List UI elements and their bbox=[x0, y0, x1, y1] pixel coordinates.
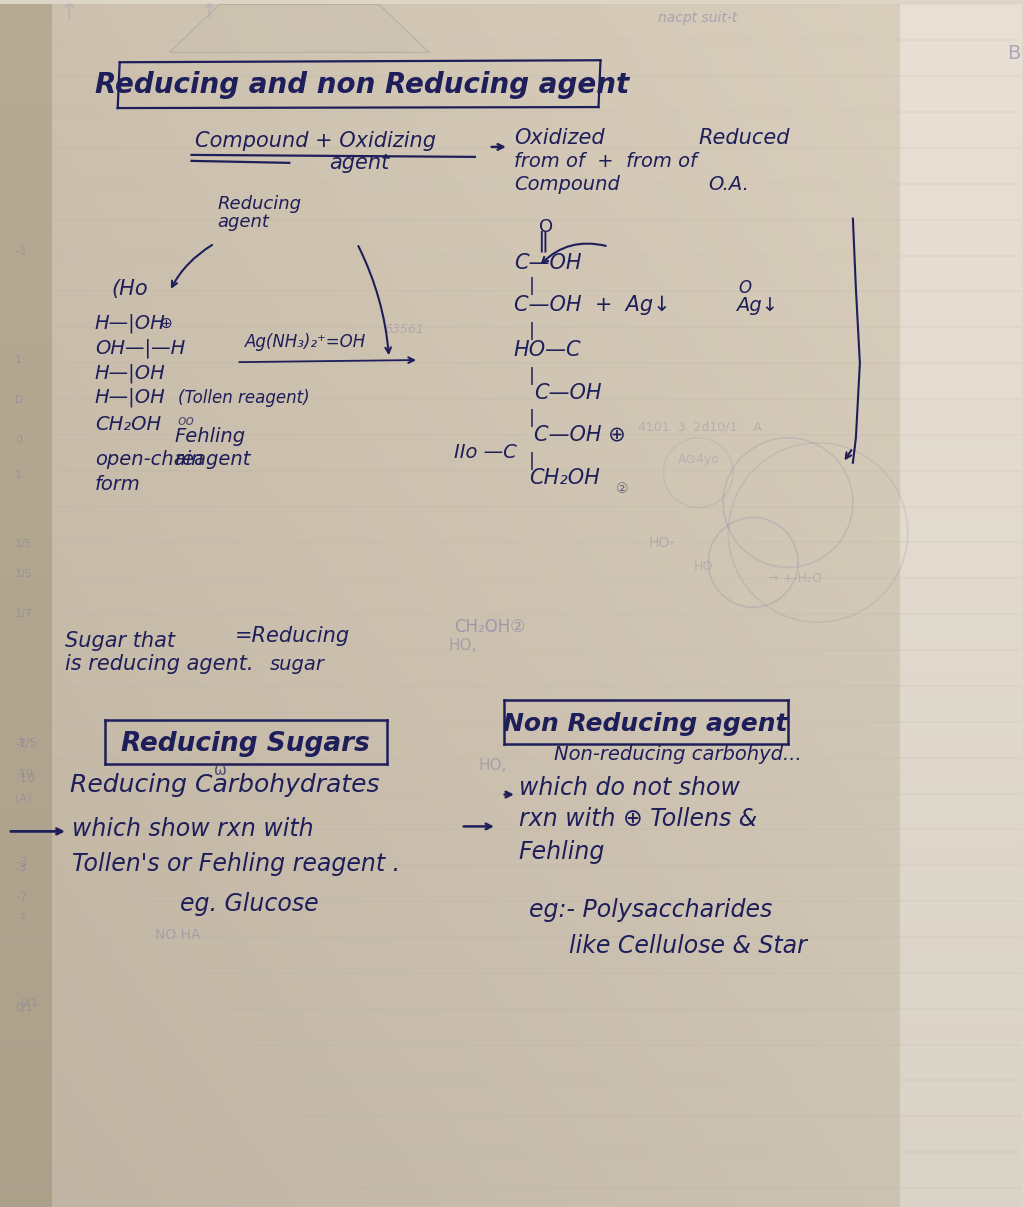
Text: 0/1: 0/1 bbox=[19, 998, 38, 1008]
Text: Compound + Oxidizing: Compound + Oxidizing bbox=[195, 130, 435, 151]
Text: Tollen's or Fehling reagent .: Tollen's or Fehling reagent . bbox=[72, 852, 400, 876]
Text: 1: 1 bbox=[15, 470, 22, 479]
Text: 0/1: 0/1 bbox=[15, 1003, 33, 1013]
Text: (Ho: (Ho bbox=[112, 279, 148, 299]
Text: form: form bbox=[95, 474, 140, 494]
Text: CH₂OH②: CH₂OH② bbox=[454, 618, 525, 636]
Text: 0: 0 bbox=[15, 435, 22, 445]
Text: Reduced: Reduced bbox=[698, 128, 790, 148]
Text: H—|OH: H—|OH bbox=[95, 363, 166, 383]
Text: OH—|—H: OH—|—H bbox=[95, 338, 185, 357]
Text: Non-reducing carbohyd...: Non-reducing carbohyd... bbox=[554, 745, 802, 764]
Text: Ag↓: Ag↓ bbox=[736, 296, 778, 315]
Text: agent: agent bbox=[329, 153, 389, 173]
Text: CH₂OH: CH₂OH bbox=[528, 467, 600, 488]
Text: IIo —C: IIo —C bbox=[454, 443, 517, 462]
Text: from of  +  from of: from of + from of bbox=[514, 152, 696, 171]
Text: Ag(NH₃)₂⁺=OH: Ag(NH₃)₂⁺=OH bbox=[245, 333, 366, 351]
Text: oo: oo bbox=[177, 414, 195, 428]
Text: HO,: HO, bbox=[449, 639, 477, 653]
Text: 1: 1 bbox=[15, 355, 22, 366]
Text: → +-H₂O: → +-H₂O bbox=[768, 572, 822, 585]
Text: ω: ω bbox=[214, 763, 227, 777]
Text: HO—C: HO—C bbox=[514, 340, 582, 360]
Text: is reducing agent.: is reducing agent. bbox=[65, 654, 253, 674]
Text: 1/7: 1/7 bbox=[15, 610, 33, 619]
Text: CH₂OH: CH₂OH bbox=[95, 415, 161, 433]
Text: ↑: ↑ bbox=[59, 4, 79, 23]
Text: C—OH ⊕: C—OH ⊕ bbox=[534, 425, 626, 445]
Text: -10: -10 bbox=[15, 769, 33, 779]
Text: eg:- Polysaccharides: eg:- Polysaccharides bbox=[528, 898, 772, 922]
Text: ⊕: ⊕ bbox=[160, 316, 172, 331]
Text: O.A.: O.A. bbox=[709, 175, 750, 194]
Text: sugar: sugar bbox=[269, 655, 325, 674]
Text: -7: -7 bbox=[15, 891, 28, 904]
Text: Fehling: Fehling bbox=[174, 427, 246, 445]
Text: HO: HO bbox=[693, 560, 713, 573]
Text: (A): (A) bbox=[15, 793, 32, 804]
Text: 4101  3  2d10/1    A: 4101 3 2d10/1 A bbox=[638, 421, 762, 433]
Text: H—|OH: H—|OH bbox=[95, 314, 166, 333]
Text: ②: ② bbox=[616, 482, 629, 496]
Text: 1/5: 1/5 bbox=[18, 736, 38, 750]
Text: D: D bbox=[15, 395, 24, 406]
Text: ↑: ↑ bbox=[200, 4, 218, 23]
Text: Reducing Carbohydrates: Reducing Carbohydrates bbox=[70, 772, 379, 797]
Text: |: | bbox=[528, 278, 535, 296]
Text: Reducing: Reducing bbox=[217, 194, 301, 212]
Text: Sugar that: Sugar that bbox=[65, 631, 175, 651]
Text: 1/5: 1/5 bbox=[15, 540, 33, 549]
Polygon shape bbox=[170, 5, 429, 52]
Text: Compound: Compound bbox=[514, 175, 620, 194]
Text: -3: -3 bbox=[15, 856, 28, 869]
Text: |: | bbox=[528, 322, 535, 340]
Text: HO-: HO- bbox=[648, 536, 675, 550]
Text: HO,: HO, bbox=[479, 758, 507, 772]
Text: 1/5: 1/5 bbox=[15, 570, 33, 579]
Text: open-chain: open-chain bbox=[95, 450, 204, 468]
Text: agent: agent bbox=[217, 212, 269, 231]
Text: O: O bbox=[738, 279, 752, 297]
Text: -7: -7 bbox=[15, 739, 26, 748]
Text: Fehling: Fehling bbox=[519, 840, 605, 864]
Text: eg. Glucose: eg. Glucose bbox=[179, 892, 318, 916]
Text: rxn with ⊕ Tollens &: rxn with ⊕ Tollens & bbox=[519, 807, 757, 832]
Text: reagent: reagent bbox=[174, 450, 251, 468]
Text: (Tollen reagent): (Tollen reagent) bbox=[177, 389, 309, 407]
Text: which show rxn with: which show rxn with bbox=[72, 817, 313, 841]
Text: Reducing Sugars: Reducing Sugars bbox=[121, 730, 370, 757]
Text: C—OH: C—OH bbox=[514, 253, 582, 274]
Text: nacpt suit-t: nacpt suit-t bbox=[658, 11, 737, 25]
Text: C—OH: C—OH bbox=[534, 383, 601, 403]
Text: Oxidized: Oxidized bbox=[514, 128, 604, 148]
Text: |: | bbox=[528, 367, 535, 385]
Text: -3: -3 bbox=[15, 863, 26, 873]
Text: |: | bbox=[528, 409, 535, 427]
Text: A⊙4yo: A⊙4yo bbox=[678, 453, 720, 466]
Text: ‖: ‖ bbox=[537, 231, 548, 252]
Text: -10: -10 bbox=[15, 771, 36, 785]
Text: O: O bbox=[539, 217, 553, 235]
Text: which do not show: which do not show bbox=[519, 776, 739, 799]
Text: 63561: 63561 bbox=[384, 323, 424, 337]
Text: Reducing and non Reducing agent: Reducing and non Reducing agent bbox=[95, 71, 629, 99]
Text: like Cellulose & Star: like Cellulose & Star bbox=[568, 934, 807, 958]
Text: H—|OH: H—|OH bbox=[95, 387, 166, 408]
Text: NO HA: NO HA bbox=[155, 928, 200, 941]
Text: B: B bbox=[1008, 45, 1021, 63]
Text: -7: -7 bbox=[15, 912, 26, 923]
Text: C—OH  +  Ag↓: C—OH + Ag↓ bbox=[514, 296, 671, 315]
Text: -3: -3 bbox=[15, 245, 26, 256]
Text: Non Reducing agent: Non Reducing agent bbox=[503, 712, 787, 736]
Text: =Reducing: =Reducing bbox=[234, 626, 349, 646]
Text: |: | bbox=[528, 451, 535, 470]
